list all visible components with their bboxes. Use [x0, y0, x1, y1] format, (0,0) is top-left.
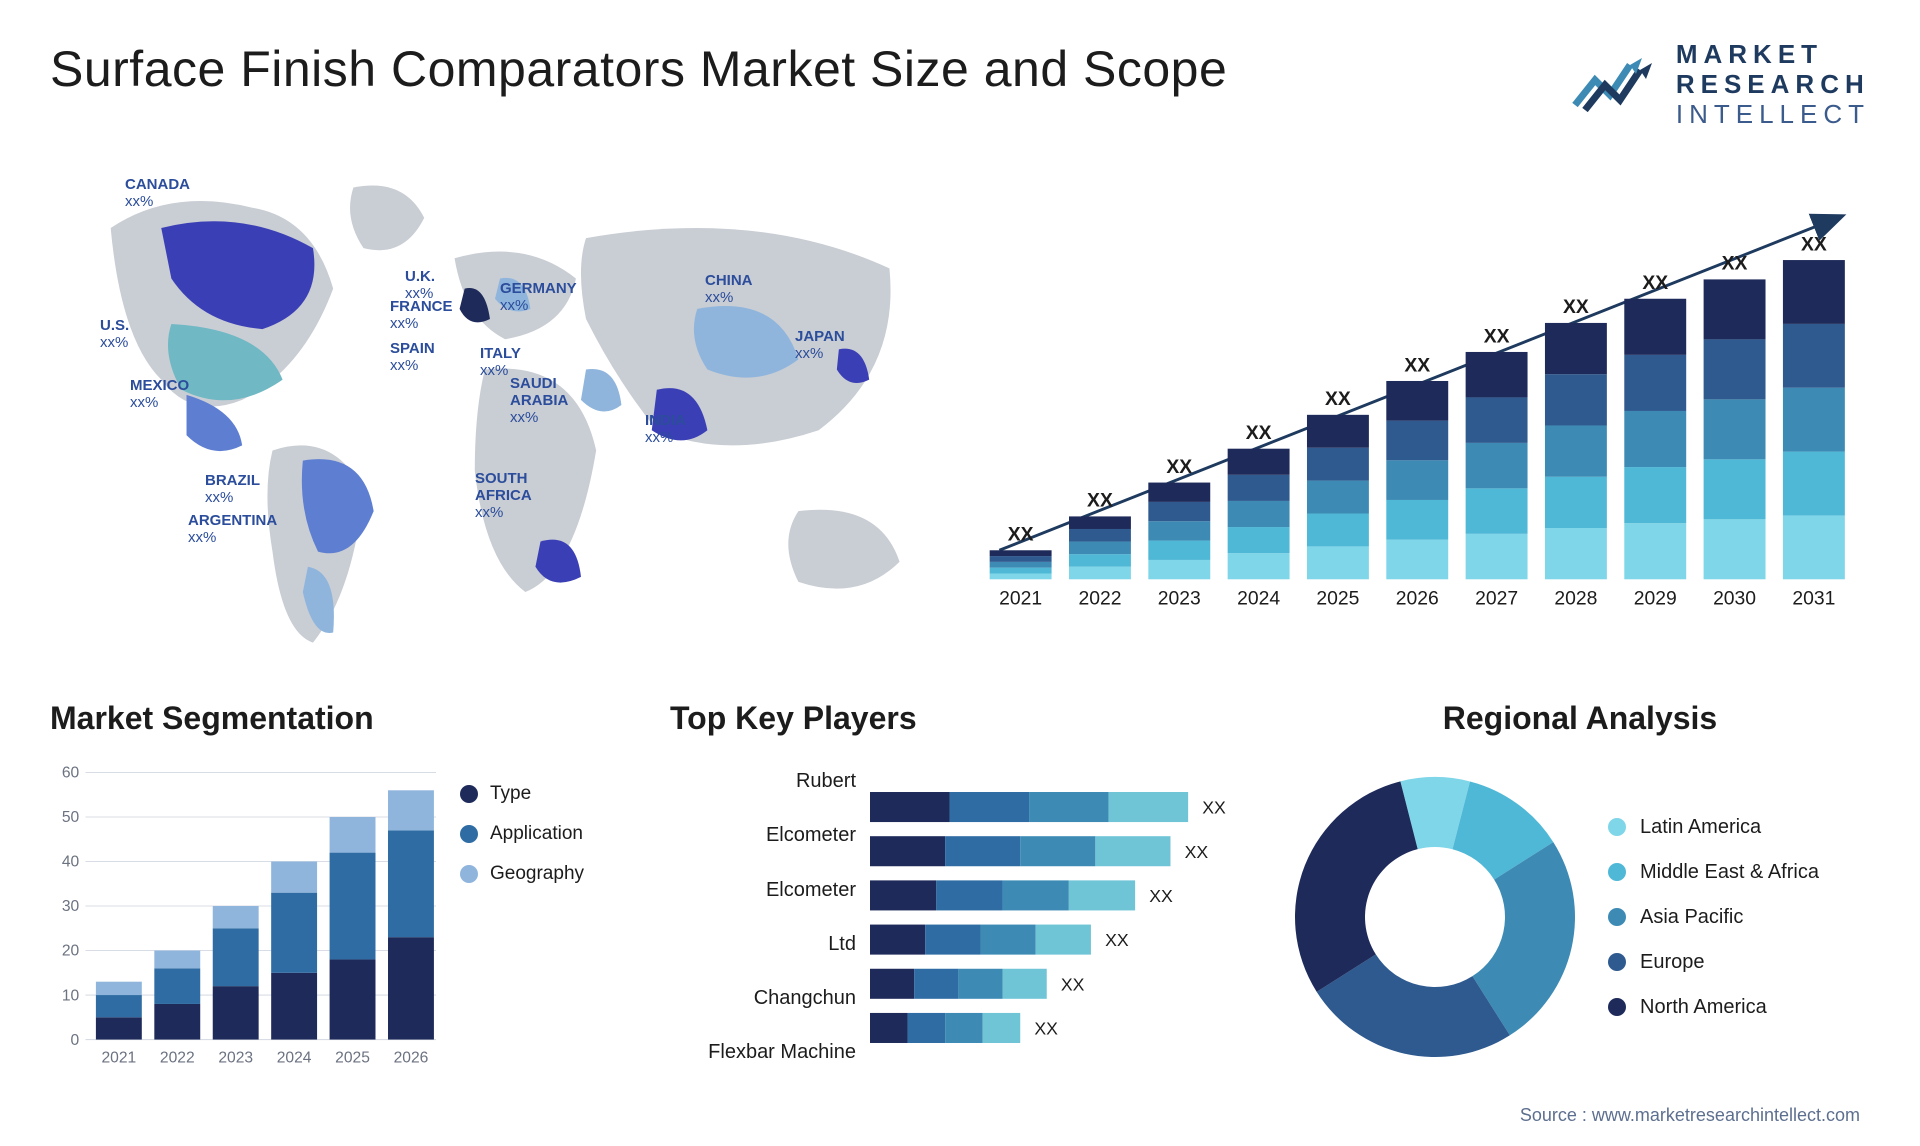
svg-text:XX: XX	[1061, 974, 1085, 994]
svg-text:XX: XX	[1202, 797, 1226, 817]
player-label: Rubert	[670, 770, 856, 793]
map-label: SAUDIARABIAxx%	[510, 375, 568, 427]
svg-text:XX: XX	[1105, 930, 1129, 950]
map-label: U.S.xx%	[100, 317, 129, 352]
svg-text:2025: 2025	[335, 1049, 370, 1066]
legend-item: Middle East & Africa	[1608, 861, 1819, 884]
players-panel: Top Key Players Rubert Elcometer Elcometer…	[670, 700, 1250, 1080]
svg-text:10: 10	[62, 987, 80, 1004]
svg-text:XX: XX	[1166, 456, 1192, 478]
svg-text:XX: XX	[1722, 252, 1748, 274]
logo-text: MARKET RESEARCH INTELLECT	[1676, 40, 1870, 130]
player-label: Ltd	[670, 933, 856, 956]
source-text: Source : www.marketresearchintellect.com	[1520, 1105, 1860, 1126]
svg-text:XX: XX	[1246, 422, 1272, 444]
svg-text:2024: 2024	[277, 1049, 312, 1066]
map-label: GERMANYxx%	[500, 280, 577, 315]
svg-text:2030: 2030	[1713, 587, 1756, 609]
svg-text:2023: 2023	[218, 1049, 253, 1066]
legend-item: Geography	[460, 863, 630, 885]
svg-text:20: 20	[62, 942, 80, 959]
legend-item: Asia Pacific	[1608, 906, 1819, 929]
map-label: SPAINxx%	[390, 340, 435, 375]
svg-text:XX: XX	[1008, 523, 1034, 545]
regional-title: Regional Analysis	[1290, 700, 1870, 737]
svg-text:2029: 2029	[1634, 587, 1677, 609]
svg-text:XX: XX	[1801, 233, 1827, 255]
logo-icon	[1570, 50, 1660, 120]
map-label: INDIAxx%	[645, 412, 686, 447]
segmentation-panel: Market Segmentation 0 10 20 30 40 50 60 2021 202…	[50, 700, 630, 1080]
svg-text:XX: XX	[1087, 489, 1113, 511]
svg-text:XX: XX	[1563, 296, 1589, 318]
map-label: MEXICOxx%	[130, 377, 189, 412]
svg-text:XX: XX	[1149, 886, 1173, 906]
svg-text:2031: 2031	[1792, 587, 1835, 609]
map-label: SOUTHAFRICAxx%	[475, 470, 532, 522]
svg-text:XX: XX	[1034, 1018, 1058, 1038]
svg-text:2024: 2024	[1237, 587, 1280, 609]
players-chart-svg: XX XX XX XX XX XX	[870, 755, 1250, 1080]
year-chart-svg: XX 2021 XX 2022 XX 2023 XX 2024 XX 2025 XX 2026 XX 20…	[980, 160, 1870, 660]
page-title: Surface Finish Comparators Market Size a…	[50, 40, 1227, 98]
segmentation-legend: Type Application Geography	[460, 755, 630, 1080]
player-label: Changchun	[670, 987, 856, 1010]
svg-text:2025: 2025	[1316, 587, 1359, 609]
header: Surface Finish Comparators Market Size a…	[50, 40, 1870, 130]
svg-text:2028: 2028	[1554, 587, 1597, 609]
svg-text:40: 40	[62, 853, 80, 870]
map-label: JAPANxx%	[795, 328, 845, 363]
legend-item: North America	[1608, 996, 1819, 1019]
player-label: Elcometer	[670, 879, 856, 902]
svg-text:XX: XX	[1185, 842, 1209, 862]
svg-text:50: 50	[62, 809, 80, 826]
map-label: CANADAxx%	[125, 176, 190, 211]
donut-chart-svg	[1290, 772, 1580, 1062]
map-label: FRANCExx%	[390, 298, 453, 333]
svg-text:2023: 2023	[1158, 587, 1201, 609]
svg-text:XX: XX	[1404, 354, 1430, 376]
svg-text:2021: 2021	[101, 1049, 136, 1066]
segmentation-title: Market Segmentation	[50, 700, 630, 737]
legend-item: Application	[460, 823, 630, 845]
map-label: ARGENTINAxx%	[188, 512, 277, 547]
legend-item: Type	[460, 783, 630, 805]
svg-text:XX: XX	[1484, 325, 1510, 347]
svg-text:2027: 2027	[1475, 587, 1518, 609]
logo: MARKET RESEARCH INTELLECT	[1570, 40, 1870, 130]
map-label: CHINAxx%	[705, 272, 753, 307]
svg-text:XX: XX	[1325, 388, 1351, 410]
legend-item: Europe	[1608, 951, 1819, 974]
svg-text:2022: 2022	[1078, 587, 1121, 609]
bottom-row: Market Segmentation 0 10 20 30 40 50 60 2021 202…	[50, 700, 1870, 1080]
svg-text:60: 60	[62, 764, 80, 781]
svg-text:0: 0	[71, 1031, 80, 1048]
svg-text:2026: 2026	[1396, 587, 1439, 609]
player-label: Elcometer	[670, 824, 856, 847]
player-labels: Rubert Elcometer Elcometer Ltd Changchun Flex…	[670, 755, 870, 1080]
world-map-block: CANADAxx% U.S.xx%MEXICOxx% BRAZILxx% ARGENT…	[50, 160, 940, 660]
players-title: Top Key Players	[670, 700, 1250, 737]
top-row: CANADAxx% U.S.xx%MEXICOxx% BRAZILxx% ARGENT…	[50, 160, 1870, 660]
regional-panel: Regional Analysis Latin America Middle Ea…	[1290, 700, 1870, 1080]
map-label: BRAZILxx%	[205, 472, 260, 507]
svg-text:30: 30	[62, 898, 80, 915]
legend-item: Latin America	[1608, 816, 1819, 839]
svg-text:XX: XX	[1642, 272, 1668, 294]
regional-legend: Latin America Middle East & Africa Asia Pa…	[1608, 816, 1819, 1019]
svg-text:2026: 2026	[394, 1049, 429, 1066]
svg-text:2022: 2022	[160, 1049, 195, 1066]
year-bar-chart: XX 2021 XX 2022 XX 2023 XX 2024 XX 2025 XX 2026 XX 20…	[980, 160, 1870, 660]
player-label: Flexbar Machine	[670, 1041, 856, 1064]
segmentation-chart-svg: 0 10 20 30 40 50 60 2021 2022 2023 2024 2025 2026	[50, 755, 436, 1080]
svg-text:2021: 2021	[999, 587, 1042, 609]
